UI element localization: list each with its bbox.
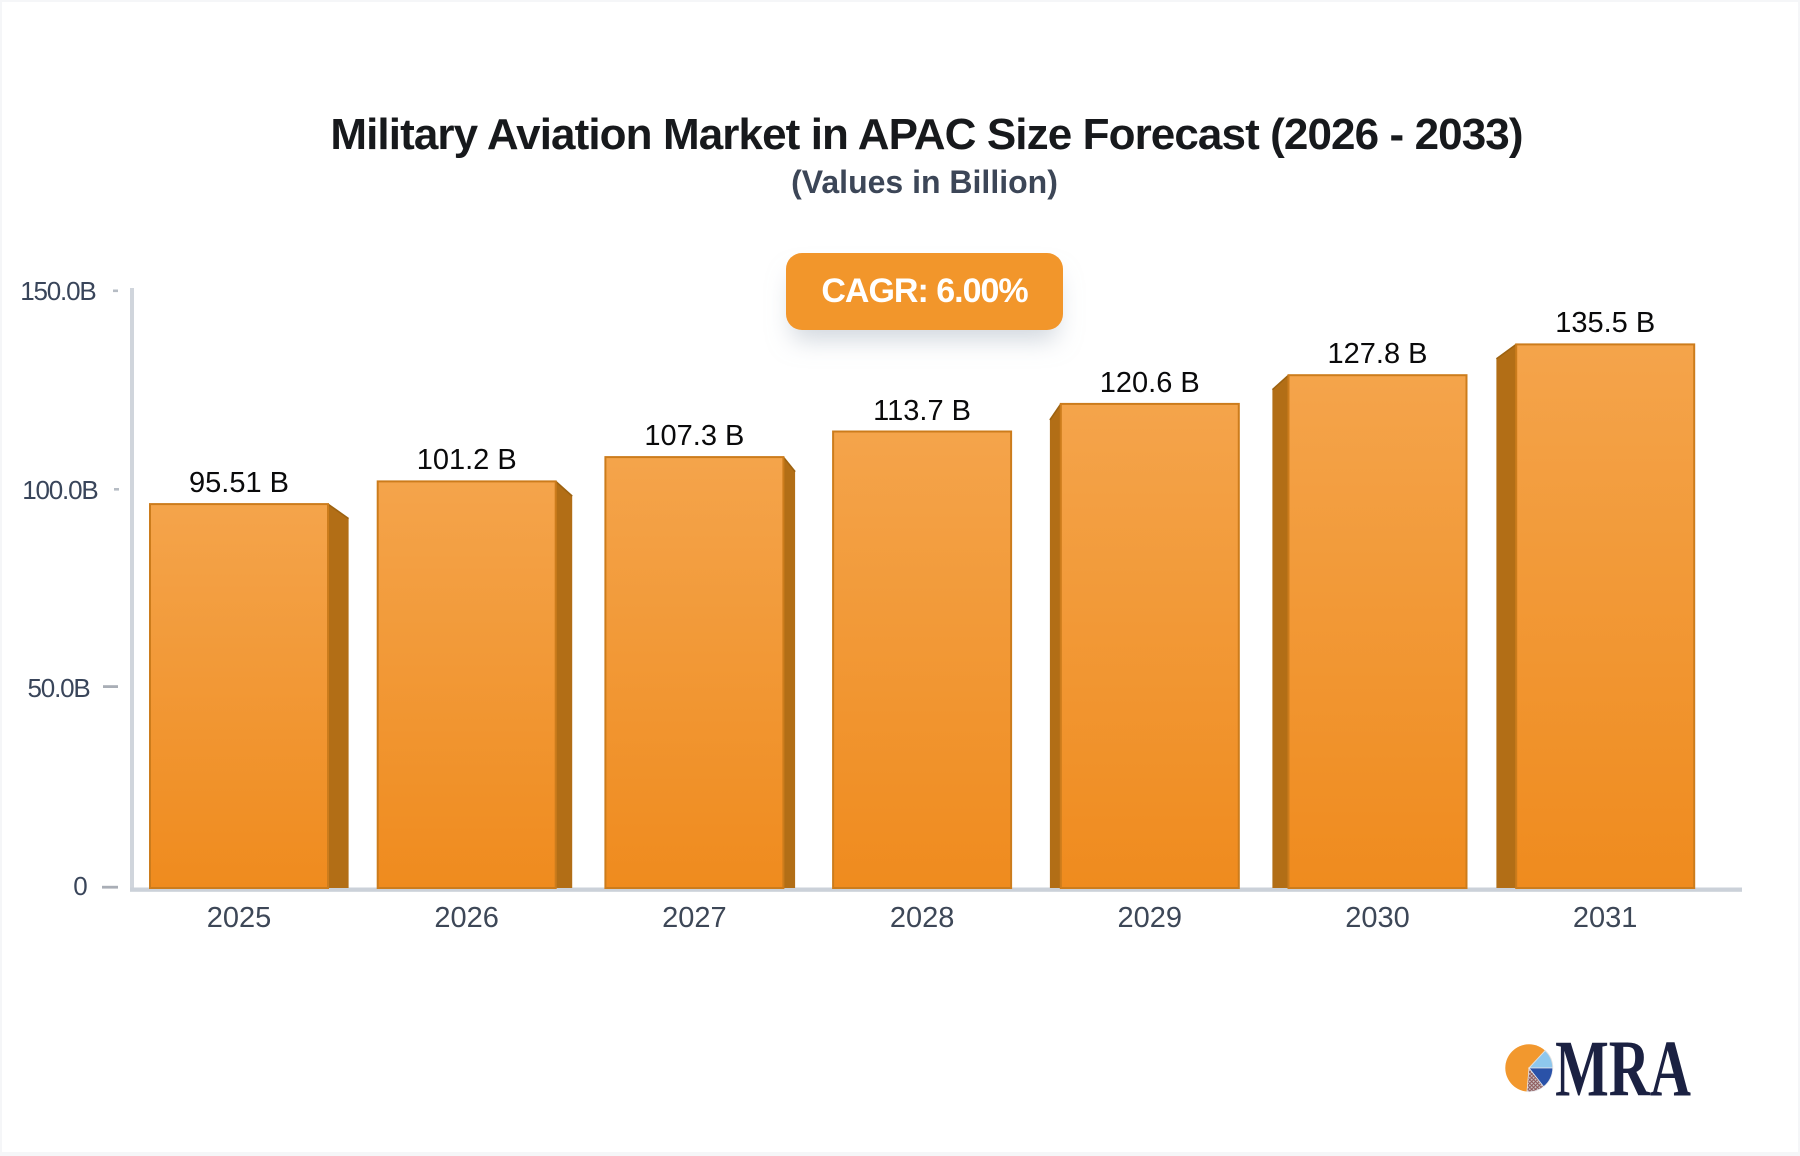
svg-text:MRA: MRA (1555, 1041, 1691, 1103)
